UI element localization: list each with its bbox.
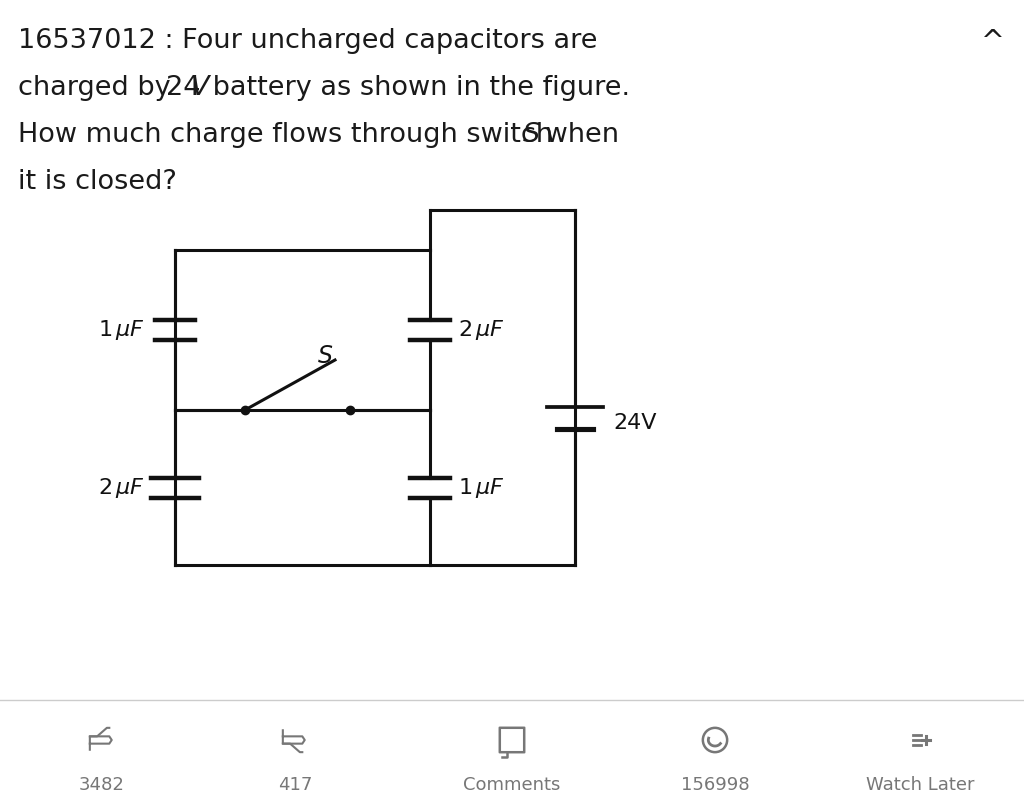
Text: $1\,\mu F$: $1\,\mu F$	[458, 476, 505, 499]
Text: $S$: $S$	[317, 344, 333, 368]
Text: $2\,\mu F$: $2\,\mu F$	[98, 476, 145, 499]
Text: $2\,\mu F$: $2\,\mu F$	[458, 318, 505, 342]
Text: 417: 417	[278, 776, 312, 794]
Text: S: S	[523, 122, 541, 148]
Text: 24: 24	[166, 75, 201, 101]
Text: V: V	[191, 75, 210, 101]
Text: ^: ^	[981, 28, 1005, 56]
Text: Comments: Comments	[463, 776, 561, 794]
Text: 16537012 : Four uncharged capacitors are: 16537012 : Four uncharged capacitors are	[18, 28, 597, 54]
Text: 156998: 156998	[681, 776, 750, 794]
Text: How much charge flows through switch: How much charge flows through switch	[18, 122, 561, 148]
Text: when: when	[537, 122, 618, 148]
Text: charged by: charged by	[18, 75, 179, 101]
Text: 24V: 24V	[613, 413, 656, 433]
Text: $1\,\mu F$: $1\,\mu F$	[98, 318, 145, 342]
Text: Watch Later: Watch Later	[865, 776, 974, 794]
Text: battery as shown in the figure.: battery as shown in the figure.	[204, 75, 630, 101]
Text: it is closed?: it is closed?	[18, 169, 177, 195]
Text: 3482: 3482	[79, 776, 125, 794]
